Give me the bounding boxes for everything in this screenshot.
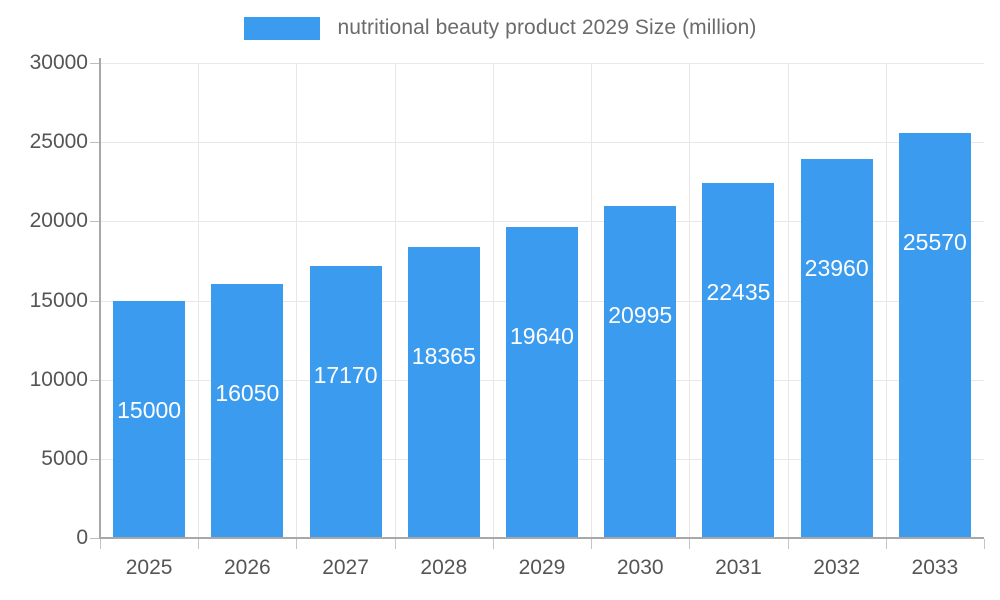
gridline-vertical: [198, 63, 199, 538]
x-axis-tick-label: 2033: [911, 556, 959, 579]
bar[interactable]: [211, 283, 284, 538]
x-axis-tick-label: 2032: [813, 556, 861, 579]
bar[interactable]: [800, 158, 873, 538]
bar-value-label: 18365: [411, 343, 476, 370]
bar[interactable]: [309, 266, 382, 538]
y-axis-tick-mark: [90, 379, 99, 381]
x-axis-tick-mark: [591, 539, 592, 549]
legend-color-swatch: [243, 16, 320, 40]
bar[interactable]: [898, 133, 971, 538]
gridline-vertical: [591, 63, 592, 538]
x-axis-tick-mark: [788, 539, 789, 549]
x-axis-tick-label: 2026: [223, 556, 271, 579]
y-axis-tick-mark: [90, 142, 99, 144]
chart-legend: nutritional beauty product 2029 Size (mi…: [0, 0, 1000, 56]
bar-value-label: 23960: [804, 254, 869, 281]
bar-value-label: 22435: [706, 278, 771, 305]
x-axis-tick-label: 2028: [420, 556, 468, 579]
gridline-horizontal: [100, 63, 984, 64]
x-axis-tick-label: 2030: [616, 556, 664, 579]
gridline-horizontal: [100, 142, 984, 144]
y-axis-tick-label: 5000: [41, 446, 88, 470]
y-axis-tick-label: 15000: [29, 288, 88, 312]
x-axis-tick-mark: [296, 539, 297, 549]
bar[interactable]: [407, 247, 480, 538]
y-axis-tick-label: 30000: [29, 51, 88, 74]
x-axis-tick-mark: [395, 539, 396, 549]
gridline-vertical: [493, 63, 494, 538]
bar-value-label: 17170: [313, 362, 378, 389]
bar-value-label: 15000: [117, 396, 182, 423]
bar[interactable]: [113, 300, 186, 538]
y-axis-tick-label: 10000: [29, 367, 88, 391]
x-axis-tick-mark: [689, 539, 690, 549]
x-axis-tick-mark: [198, 539, 199, 549]
y-axis-tick-mark: [90, 221, 99, 223]
y-axis-tick-label: 0: [76, 526, 88, 549]
bar[interactable]: [506, 227, 578, 538]
y-axis-tick-mark: [90, 63, 99, 64]
x-axis-tick-mark: [984, 539, 985, 549]
x-axis-tick-mark: [886, 539, 887, 549]
gridline-vertical: [689, 63, 690, 538]
y-axis-line: [99, 58, 101, 539]
gridline-vertical: [395, 63, 396, 538]
y-axis-tick-mark: [90, 458, 99, 460]
bar-value-label: 16050: [215, 379, 280, 406]
bar-value-label: 20995: [608, 301, 673, 328]
legend-label: nutritional beauty product 2029 Size (mi…: [337, 16, 757, 39]
bar-value-label: 25570: [902, 229, 967, 256]
x-axis-tick-label: 2025: [125, 556, 173, 579]
x-axis-tick-mark: [493, 539, 494, 549]
x-axis-line: [99, 537, 984, 539]
bar[interactable]: [702, 182, 775, 538]
bar-value-label: 19640: [510, 323, 574, 350]
x-axis-tick-label: 2029: [518, 556, 566, 579]
y-axis-tick-mark: [90, 538, 99, 539]
gridline-vertical: [788, 63, 789, 538]
bar[interactable]: [604, 205, 677, 538]
x-axis-tick-label: 2027: [322, 556, 369, 579]
legend-entry[interactable]: nutritional beauty product 2029 Size (mi…: [243, 16, 757, 40]
x-axis-tick-label: 2031: [715, 556, 762, 579]
gridline-vertical: [886, 63, 887, 538]
y-axis-tick-label: 25000: [29, 130, 88, 154]
plot-area: 15000 16050 17170 18365 19640 20995 22435 23960…: [100, 63, 984, 539]
gridline-horizontal: [100, 221, 984, 223]
y-axis-tick-label: 20000: [29, 209, 88, 233]
y-axis-tick-mark: [90, 300, 99, 302]
x-axis-tick-mark: [100, 539, 101, 549]
gridline-vertical: [296, 63, 297, 538]
